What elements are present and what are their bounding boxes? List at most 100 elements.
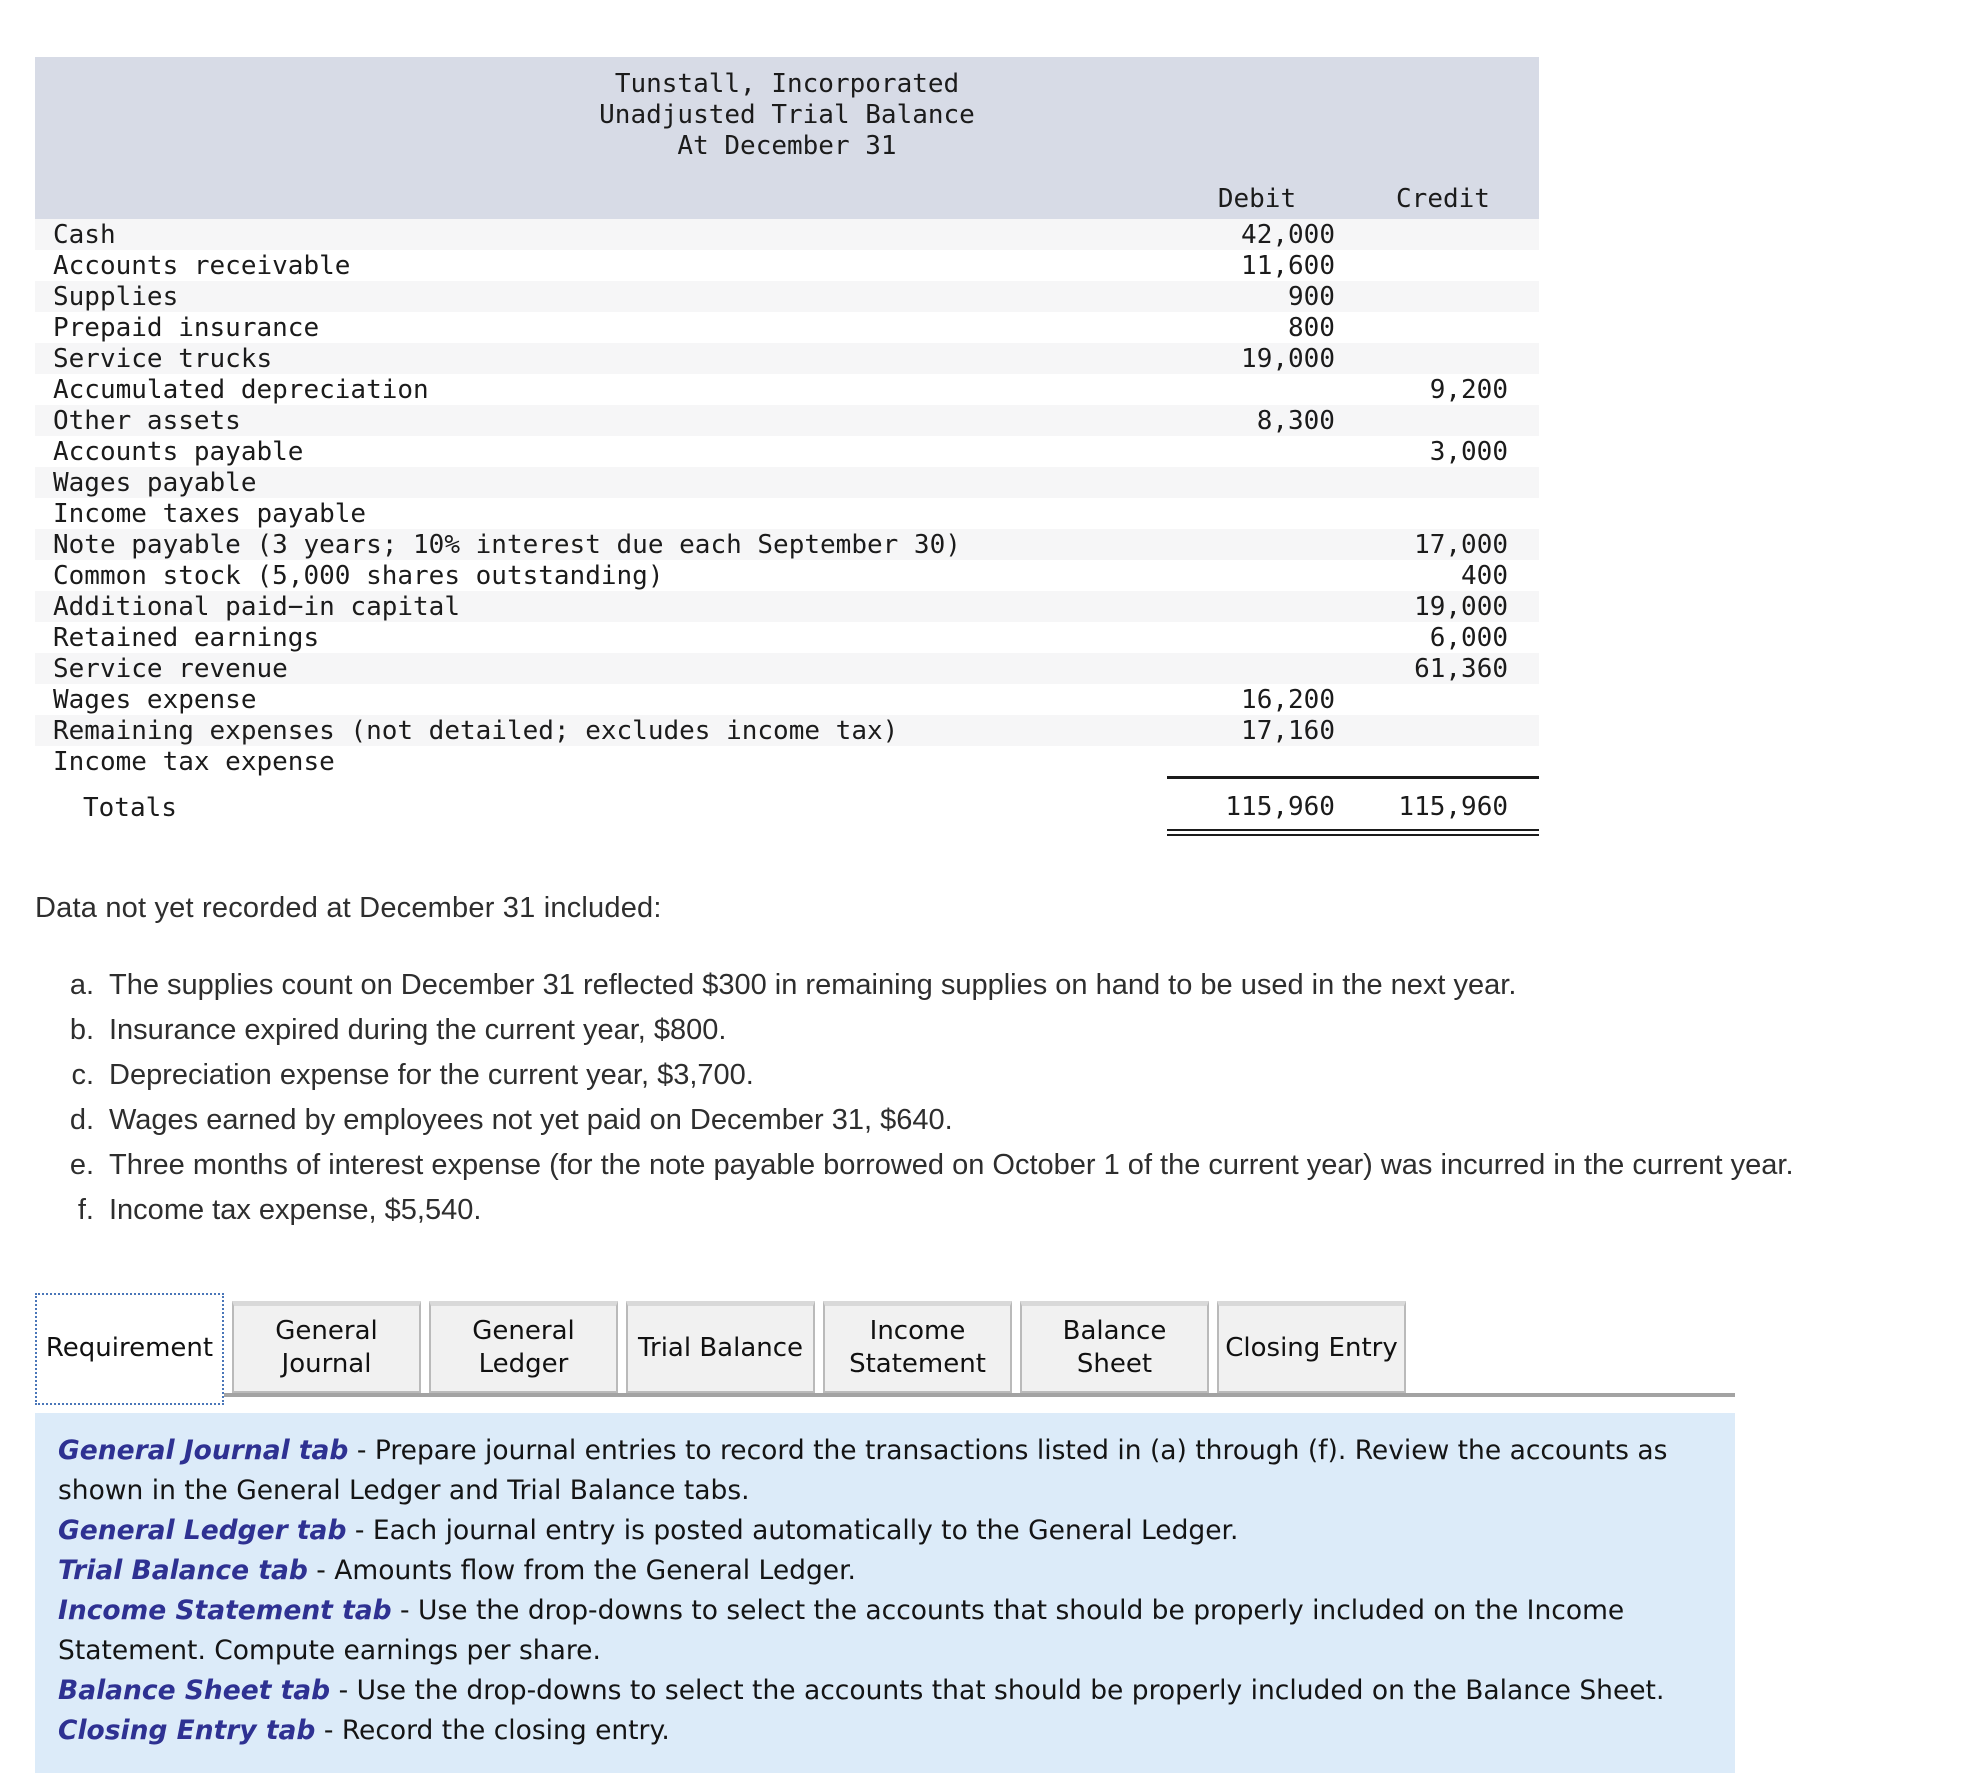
- tab[interactable]: Requirement: [35, 1292, 224, 1405]
- table-row: Common stock (5,000 shares outstanding) …: [35, 560, 1539, 591]
- tab[interactable]: Closing Entry: [1217, 1300, 1406, 1393]
- credit-value: 3,000: [1429, 436, 1508, 467]
- account-name: Accounts payable: [53, 436, 304, 467]
- account-name: Additional paid−in capital: [53, 591, 460, 622]
- list-item-text: Depreciation expense for the current yea…: [109, 1058, 754, 1091]
- debit-value: 800: [1288, 312, 1335, 343]
- tab-description-text: - Each journal entry is posted automatic…: [354, 1514, 1239, 1546]
- tab-description: General Journal tab - Prepare journal en…: [58, 1431, 1712, 1511]
- trial-balance-title: Tunstall, Incorporated Unadjusted Trial …: [35, 57, 1539, 162]
- list-item-letter: a.: [69, 968, 94, 1001]
- totals-credit: 115,960: [1346, 775, 1539, 836]
- table-row: Cash 42,000: [35, 219, 1539, 250]
- debit-value: 42,000: [1241, 219, 1335, 250]
- table-row: Retained earnings 6,000: [35, 622, 1539, 653]
- tab[interactable]: Income Statement: [823, 1300, 1012, 1393]
- list-item-text: Wages earned by employees not yet paid o…: [109, 1103, 953, 1136]
- tab-label: Requirement: [45, 1333, 214, 1363]
- tab[interactable]: General Journal: [232, 1300, 421, 1393]
- account-name: Accumulated depreciation: [53, 374, 429, 405]
- account-column-header: [35, 162, 1167, 219]
- account-name: Income taxes payable: [53, 498, 367, 529]
- tab-description-name: Balance Sheet tab: [58, 1674, 331, 1706]
- list-item-letter: d.: [69, 1103, 94, 1136]
- trial-balance-header: Tunstall, Incorporated Unadjusted Trial …: [35, 57, 1539, 162]
- tab[interactable]: General Ledger: [429, 1300, 618, 1393]
- debit-value: 16,200: [1241, 684, 1335, 715]
- list-item: a. The supplies count on December 31 ref…: [35, 967, 1920, 1004]
- table-row: Service revenue 61,360: [35, 653, 1539, 684]
- list-item-letter: b.: [69, 1013, 94, 1046]
- notes-list: a. The supplies count on December 31 ref…: [35, 967, 1920, 1229]
- tab-description-text: - Record the closing entry.: [323, 1714, 670, 1746]
- debit-value: 11,600: [1241, 250, 1335, 281]
- account-name: Cash: [53, 219, 116, 250]
- table-row: Other assets 8,300: [35, 405, 1539, 436]
- debit-value: [1167, 436, 1347, 467]
- tab[interactable]: Balance Sheet: [1020, 1300, 1209, 1393]
- table-row: Service trucks 19,000: [35, 343, 1539, 374]
- credit-value: [1347, 312, 1539, 343]
- table-row: Supplies 900: [35, 281, 1539, 312]
- list-item: f. Income tax expense, $5,540.: [35, 1192, 1920, 1229]
- debit-column-header: Debit: [1166, 162, 1347, 219]
- account-name: Common stock (5,000 shares outstanding): [53, 560, 664, 591]
- credit-value: [1347, 746, 1539, 777]
- credit-value: [1347, 219, 1539, 250]
- credit-value: 19,000: [1414, 591, 1508, 622]
- credit-value: [1347, 405, 1539, 436]
- account-name: Income tax expense: [53, 746, 335, 777]
- debit-value: 900: [1288, 281, 1335, 312]
- table-row: Prepaid insurance 800: [35, 312, 1539, 343]
- table-row: Income tax expense: [35, 746, 1539, 777]
- tab-label: Balance Sheet: [1062, 1316, 1167, 1379]
- tab-bar: Requirement General Journal General Ledg…: [35, 1292, 1735, 1405]
- totals-row: Totals 115,960 115,960: [35, 775, 1539, 836]
- credit-value: 9,200: [1429, 374, 1508, 405]
- debit-value: 19,000: [1241, 343, 1335, 374]
- credit-value: 400: [1461, 560, 1508, 591]
- tab[interactable]: Trial Balance: [626, 1300, 815, 1393]
- debit-value: [1167, 529, 1347, 560]
- credit-value: 6,000: [1429, 622, 1508, 653]
- account-name: Note payable (3 years; 10% interest due …: [53, 529, 961, 560]
- credit-value: [1347, 684, 1539, 715]
- tab-description-name: Income Statement tab: [58, 1594, 392, 1626]
- tab-description-name: General Ledger tab: [58, 1514, 347, 1546]
- table-row: Accounts receivable 11,600: [35, 250, 1539, 281]
- account-name: Other assets: [53, 405, 241, 436]
- table-row: Income taxes payable: [35, 498, 1539, 529]
- totals-label: Totals: [35, 777, 1167, 832]
- debit-value: 8,300: [1256, 405, 1335, 436]
- list-item-text: Income tax expense, $5,540.: [109, 1193, 482, 1226]
- list-item-letter: f.: [77, 1193, 94, 1226]
- tab-description-name: General Journal tab: [58, 1434, 349, 1466]
- notes-section: Data not yet recorded at December 31 inc…: [35, 892, 1988, 1229]
- debit-value: [1167, 560, 1347, 591]
- tab-description: General Ledger tab - Each journal entry …: [58, 1511, 1712, 1551]
- list-item-letter: c.: [71, 1058, 94, 1091]
- debit-value: [1167, 746, 1347, 777]
- table-row: Accumulated depreciation 9,200: [35, 374, 1539, 405]
- tabs: Requirement General Journal General Ledg…: [35, 1292, 1735, 1405]
- debit-value: [1167, 653, 1347, 684]
- list-item: e. Three months of interest expense (for…: [35, 1147, 1920, 1184]
- account-name: Wages expense: [53, 684, 257, 715]
- debit-value: [1167, 374, 1347, 405]
- table-row: Additional paid−in capital 19,000: [35, 591, 1539, 622]
- tab-label: Income Statement: [849, 1316, 986, 1379]
- credit-value: [1347, 715, 1539, 746]
- account-name: Supplies: [53, 281, 179, 312]
- table-row: Wages payable: [35, 467, 1539, 498]
- tab-description-name: Trial Balance tab: [58, 1554, 308, 1586]
- credit-value: 17,000: [1414, 529, 1508, 560]
- account-name: Service revenue: [53, 653, 288, 684]
- tab-description-text: - Amounts flow from the General Ledger.: [316, 1554, 856, 1586]
- table-row: Wages expense 16,200: [35, 684, 1539, 715]
- credit-value: [1347, 498, 1539, 529]
- list-item: d. Wages earned by employees not yet pai…: [35, 1102, 1920, 1139]
- tab-label: Trial Balance: [637, 1332, 804, 1363]
- tab-description-name: Closing Entry tab: [58, 1714, 316, 1746]
- tab-label: Closing Entry: [1225, 1332, 1398, 1363]
